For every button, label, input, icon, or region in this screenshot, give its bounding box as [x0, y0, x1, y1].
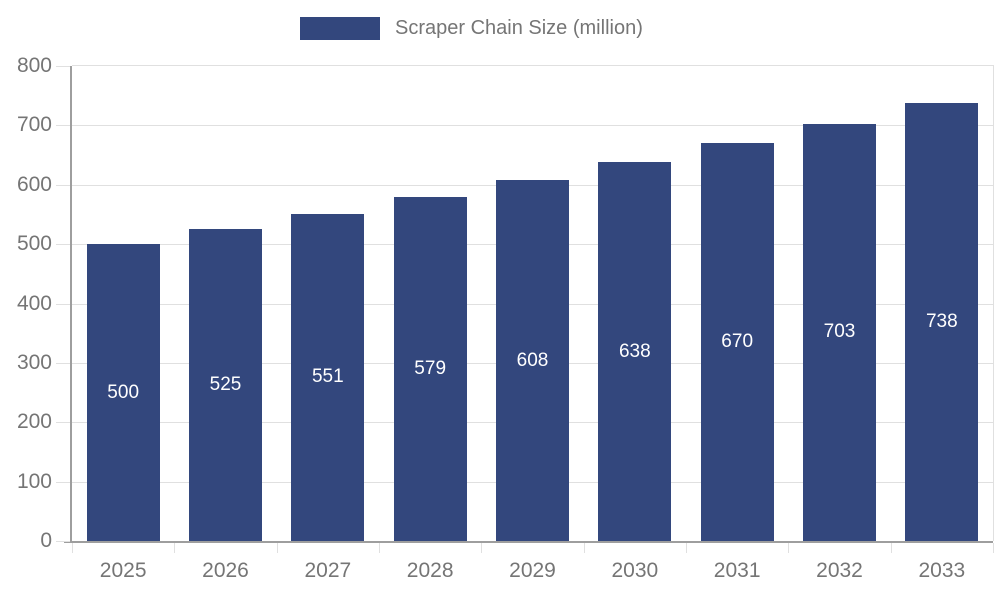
- legend-label: Scraper Chain Size (million): [395, 17, 643, 39]
- y-axis-label: 400: [16, 291, 52, 315]
- bar-2025[interactable]: [86, 244, 160, 541]
- bar-value-label: 670: [721, 331, 754, 353]
- x-axis-label: 2025: [99, 559, 147, 582]
- bar-2030[interactable]: [598, 162, 672, 541]
- bar-value-label: 525: [209, 374, 242, 396]
- bar-2028[interactable]: [393, 197, 467, 541]
- x-axis-tick: [276, 543, 278, 553]
- y-axis-tick: [56, 125, 70, 127]
- bar-2032[interactable]: [803, 123, 876, 541]
- legend[interactable]: Scraper Chain Size (million): [300, 17, 643, 40]
- y-axis-tick: [56, 541, 70, 542]
- bar-2026[interactable]: [189, 229, 262, 541]
- bar-2031[interactable]: [700, 143, 774, 541]
- x-axis-label: 2026: [202, 559, 249, 582]
- y-axis-tick: [56, 481, 70, 483]
- y-axis-label: 200: [16, 410, 52, 434]
- gridline: [72, 125, 993, 127]
- y-axis-label: 0: [40, 529, 52, 552]
- legend-swatch: [300, 17, 380, 40]
- y-axis-line: [70, 66, 72, 541]
- x-axis-tick: [481, 543, 483, 553]
- y-axis-tick: [56, 184, 70, 186]
- x-axis-tick: [788, 543, 790, 553]
- x-axis-label: 2032: [816, 559, 863, 582]
- x-axis-label: 2027: [304, 559, 352, 582]
- y-axis-label: 800: [16, 54, 52, 77]
- y-axis-tick: [56, 244, 70, 246]
- y-axis-tick: [56, 422, 70, 424]
- x-axis-tick: [583, 543, 585, 553]
- x-axis-label: 2030: [611, 559, 659, 582]
- y-axis-tick: [56, 362, 70, 364]
- bar-2033[interactable]: [905, 102, 979, 541]
- y-axis-label: 100: [16, 469, 52, 493]
- bar-value-label: 500: [107, 381, 140, 403]
- x-axis-label: 2031: [713, 559, 761, 582]
- x-axis-tick: [174, 543, 176, 553]
- y-axis-label: 700: [16, 113, 52, 137]
- y-axis-tick: [56, 66, 70, 67]
- x-axis-label: 2033: [918, 559, 966, 582]
- y-axis-label: 500: [16, 232, 52, 256]
- x-axis-label: 2029: [509, 559, 556, 582]
- bar-value-label: 608: [516, 349, 549, 371]
- bar-value-label: 579: [414, 358, 447, 380]
- plot-area: 0 100 200 300 400 500 600 700 800 500 525 551 579 60…: [17, 54, 994, 582]
- bar-value-label: 638: [618, 340, 651, 362]
- y-axis-label: 300: [16, 350, 52, 374]
- x-axis-label: 2028: [406, 559, 454, 582]
- bar-value-label: 738: [925, 310, 958, 332]
- x-axis-line: [64, 541, 993, 543]
- x-axis-tick: [686, 543, 687, 553]
- bar-2029[interactable]: [496, 180, 569, 541]
- bar-2027[interactable]: [291, 213, 365, 541]
- x-axis-tick: [379, 543, 380, 553]
- x-axis-tick: [890, 543, 892, 553]
- y-axis-tick: [56, 303, 70, 305]
- y-axis-label: 600: [16, 172, 52, 196]
- bar-value-label: 551: [311, 366, 344, 388]
- x-axis-tick: [72, 543, 73, 553]
- x-axis-tick: [993, 543, 994, 553]
- bar-value-label: 703: [823, 321, 856, 343]
